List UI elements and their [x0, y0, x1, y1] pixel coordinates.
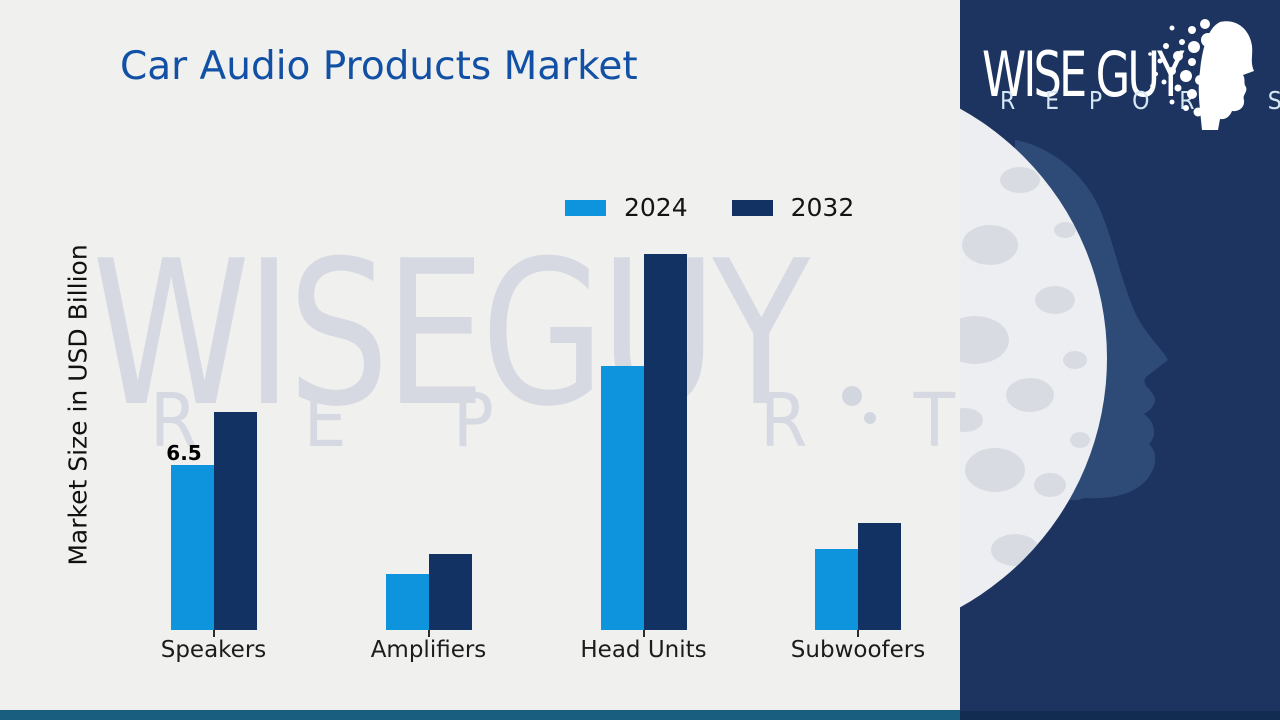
chart-title: Car Audio Products Market: [120, 44, 638, 89]
wiseguy-logo: WISE GUY R E P O R T S: [960, 0, 1280, 140]
legend-label-2032: 2032: [790, 193, 855, 222]
chart-legend: 2024 2032: [565, 193, 880, 222]
bar-2024-speakers: [170, 465, 214, 630]
brain-face-artwork: [960, 108, 1280, 720]
dotted-face-icon: [1148, 19, 1254, 131]
brand-panel: WISE GUY R E P O R T S: [960, 0, 1280, 720]
bar-2032-head-units: [643, 254, 687, 630]
bar-chart-plot-area: Speakers Amplifiers Head Units Subwoofers 6.…: [160, 254, 926, 663]
watermark-dot: [864, 412, 876, 424]
bar-2032-speakers: [213, 411, 257, 630]
legend-swatch-2024: [565, 199, 606, 216]
legend-item-2032: 2032: [731, 193, 855, 222]
legend-swatch-2032: [731, 199, 773, 216]
bar-2032-subwoofers: [858, 523, 901, 630]
x-axis-tick: [427, 630, 430, 637]
logo-wordmark: WISE GUY: [982, 38, 1184, 111]
bar-2024-subwoofers: [815, 548, 858, 630]
watermark-text: WISEGUY: [92, 218, 810, 451]
x-axis-tick: [642, 630, 645, 637]
bar-2024-head-units: [600, 366, 644, 630]
category-label-speakers: Speakers: [160, 637, 267, 663]
category-label-head-units: Head Units: [580, 637, 707, 663]
bar-2024-amplifiers: [385, 574, 429, 630]
category-label-amplifiers: Amplifiers: [370, 637, 487, 663]
legend-label-2024: 2024: [624, 193, 688, 222]
legend-item-2024: 2024: [565, 193, 688, 222]
x-axis-tick: [212, 630, 215, 637]
category-label-subwoofers: Subwoofers: [790, 637, 926, 663]
bar-value-label: 6.5: [166, 441, 202, 465]
footer-band: [0, 710, 962, 720]
bar-2032-amplifiers: [428, 553, 472, 630]
x-axis-tick: [857, 630, 859, 637]
watermark-dot: [842, 386, 862, 406]
